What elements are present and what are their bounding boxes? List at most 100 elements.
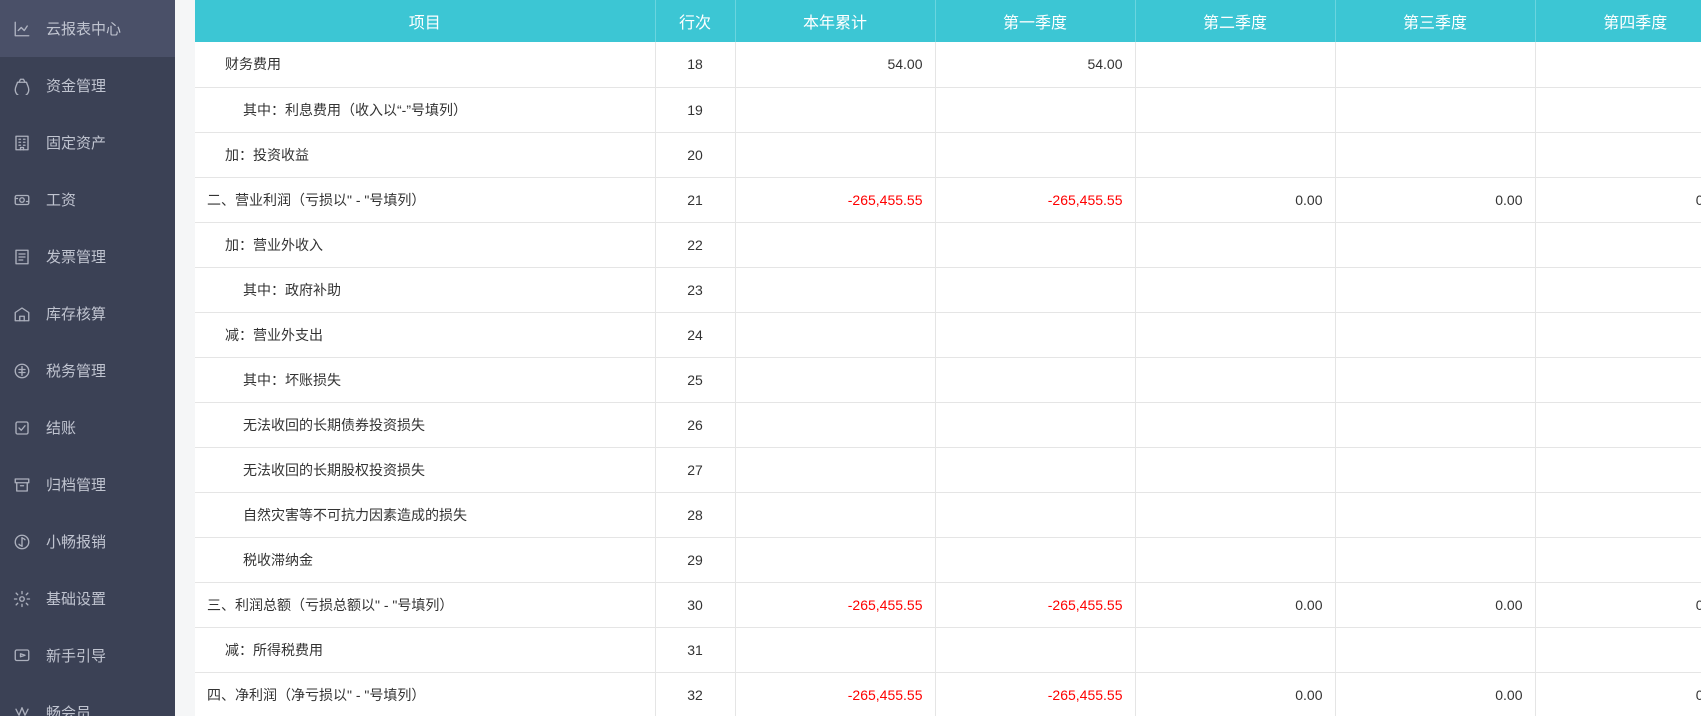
- cell-q4[interactable]: [1535, 447, 1701, 492]
- cell-q4[interactable]: [1535, 87, 1701, 132]
- cell-ytd[interactable]: -265,455.55: [735, 672, 935, 716]
- sidebar-item-4[interactable]: 发票管理: [0, 228, 175, 285]
- cell-q3[interactable]: [1335, 132, 1535, 177]
- cell-ytd[interactable]: 54.00: [735, 42, 935, 87]
- cell-rownum: 32: [655, 672, 735, 716]
- cell-q2[interactable]: [1135, 402, 1335, 447]
- sidebar-item-11[interactable]: 新手引导: [0, 627, 175, 684]
- cell-q2[interactable]: [1135, 627, 1335, 672]
- sidebar: 云报表中心资金管理固定资产工资发票管理库存核算税务管理结账归档管理小畅报销基础设…: [0, 0, 175, 716]
- cell-q4[interactable]: [1535, 627, 1701, 672]
- sidebar-item-label: 发票管理: [46, 246, 106, 267]
- cell-ytd[interactable]: [735, 312, 935, 357]
- cell-rownum: 28: [655, 492, 735, 537]
- cell-q2[interactable]: [1135, 492, 1335, 537]
- cell-q2[interactable]: 0.00: [1135, 582, 1335, 627]
- report-table: 项目行次本年累计第一季度第二季度第三季度第四季度 财务费用1854.0054.0…: [195, 0, 1701, 716]
- cell-q3[interactable]: 0.00: [1335, 672, 1535, 716]
- cell-q3[interactable]: 0.00: [1335, 582, 1535, 627]
- sidebar-item-8[interactable]: 归档管理: [0, 456, 175, 513]
- cell-ytd[interactable]: [735, 537, 935, 582]
- cell-item: 税收滞纳金: [195, 537, 655, 582]
- sidebar-item-10[interactable]: 基础设置: [0, 570, 175, 627]
- cell-q4[interactable]: [1535, 537, 1701, 582]
- cell-q4[interactable]: [1535, 132, 1701, 177]
- cell-q4[interactable]: 0.00: [1535, 672, 1701, 716]
- cell-ytd[interactable]: [735, 627, 935, 672]
- cell-q2[interactable]: [1135, 132, 1335, 177]
- cell-q1[interactable]: [935, 492, 1135, 537]
- cell-q1[interactable]: [935, 627, 1135, 672]
- cell-q3[interactable]: [1335, 537, 1535, 582]
- cell-q1[interactable]: [935, 447, 1135, 492]
- cell-ytd[interactable]: [735, 357, 935, 402]
- cell-ytd[interactable]: [735, 87, 935, 132]
- cell-q3[interactable]: 0.00: [1335, 177, 1535, 222]
- cell-q4[interactable]: [1535, 312, 1701, 357]
- cell-q4[interactable]: [1535, 222, 1701, 267]
- cell-q3[interactable]: [1335, 42, 1535, 87]
- cell-q4[interactable]: 0.00: [1535, 582, 1701, 627]
- table-row: 减：营业外支出24: [195, 312, 1701, 357]
- cell-q4[interactable]: [1535, 42, 1701, 87]
- cell-q3[interactable]: [1335, 87, 1535, 132]
- sidebar-item-12[interactable]: 畅会员: [0, 684, 175, 716]
- cell-q2[interactable]: [1135, 447, 1335, 492]
- sidebar-item-6[interactable]: 税务管理: [0, 342, 175, 399]
- cell-q3[interactable]: [1335, 312, 1535, 357]
- cell-ytd[interactable]: -265,455.55: [735, 582, 935, 627]
- cell-q2[interactable]: 0.00: [1135, 177, 1335, 222]
- cell-q3[interactable]: [1335, 222, 1535, 267]
- cell-q4[interactable]: [1535, 492, 1701, 537]
- cell-q2[interactable]: [1135, 42, 1335, 87]
- cell-q3[interactable]: [1335, 627, 1535, 672]
- cell-q4[interactable]: [1535, 357, 1701, 402]
- cell-item: 其中：政府补助: [195, 267, 655, 312]
- table-row: 加：营业外收入22: [195, 222, 1701, 267]
- sidebar-item-0[interactable]: 云报表中心: [0, 0, 175, 57]
- cell-q1[interactable]: [935, 357, 1135, 402]
- cell-ytd[interactable]: [735, 447, 935, 492]
- cell-q1[interactable]: [935, 312, 1135, 357]
- cell-q3[interactable]: [1335, 357, 1535, 402]
- cell-q4[interactable]: [1535, 267, 1701, 312]
- cell-q1[interactable]: [935, 537, 1135, 582]
- cell-q3[interactable]: [1335, 402, 1535, 447]
- cell-item: 加：投资收益: [195, 132, 655, 177]
- sidebar-item-3[interactable]: 工资: [0, 171, 175, 228]
- cell-q1[interactable]: [935, 132, 1135, 177]
- cell-q3[interactable]: [1335, 267, 1535, 312]
- cell-q2[interactable]: [1135, 312, 1335, 357]
- cell-ytd[interactable]: [735, 222, 935, 267]
- column-header-ytd: 本年累计: [735, 0, 935, 42]
- sidebar-item-5[interactable]: 库存核算: [0, 285, 175, 342]
- cell-ytd[interactable]: -265,455.55: [735, 177, 935, 222]
- cell-ytd[interactable]: [735, 492, 935, 537]
- cell-q1[interactable]: -265,455.55: [935, 672, 1135, 716]
- sidebar-item-2[interactable]: 固定资产: [0, 114, 175, 171]
- cell-q2[interactable]: [1135, 267, 1335, 312]
- cell-q1[interactable]: [935, 87, 1135, 132]
- cell-q2[interactable]: [1135, 222, 1335, 267]
- cell-ytd[interactable]: [735, 267, 935, 312]
- sidebar-item-9[interactable]: 小畅报销: [0, 513, 175, 570]
- cell-q1[interactable]: [935, 222, 1135, 267]
- sidebar-item-1[interactable]: 资金管理: [0, 57, 175, 114]
- cell-q1[interactable]: [935, 402, 1135, 447]
- cell-q4[interactable]: [1535, 402, 1701, 447]
- cell-q1[interactable]: 54.00: [935, 42, 1135, 87]
- cell-q1[interactable]: -265,455.55: [935, 582, 1135, 627]
- cell-ytd[interactable]: [735, 402, 935, 447]
- cell-q3[interactable]: [1335, 492, 1535, 537]
- sidebar-item-label: 小畅报销: [46, 531, 106, 552]
- cell-q1[interactable]: -265,455.55: [935, 177, 1135, 222]
- cell-q2[interactable]: 0.00: [1135, 672, 1335, 716]
- sidebar-item-7[interactable]: 结账: [0, 399, 175, 456]
- cell-q3[interactable]: [1335, 447, 1535, 492]
- cell-ytd[interactable]: [735, 132, 935, 177]
- cell-q2[interactable]: [1135, 87, 1335, 132]
- cell-q2[interactable]: [1135, 357, 1335, 402]
- cell-q2[interactable]: [1135, 537, 1335, 582]
- cell-q1[interactable]: [935, 267, 1135, 312]
- cell-q4[interactable]: 0.00: [1535, 177, 1701, 222]
